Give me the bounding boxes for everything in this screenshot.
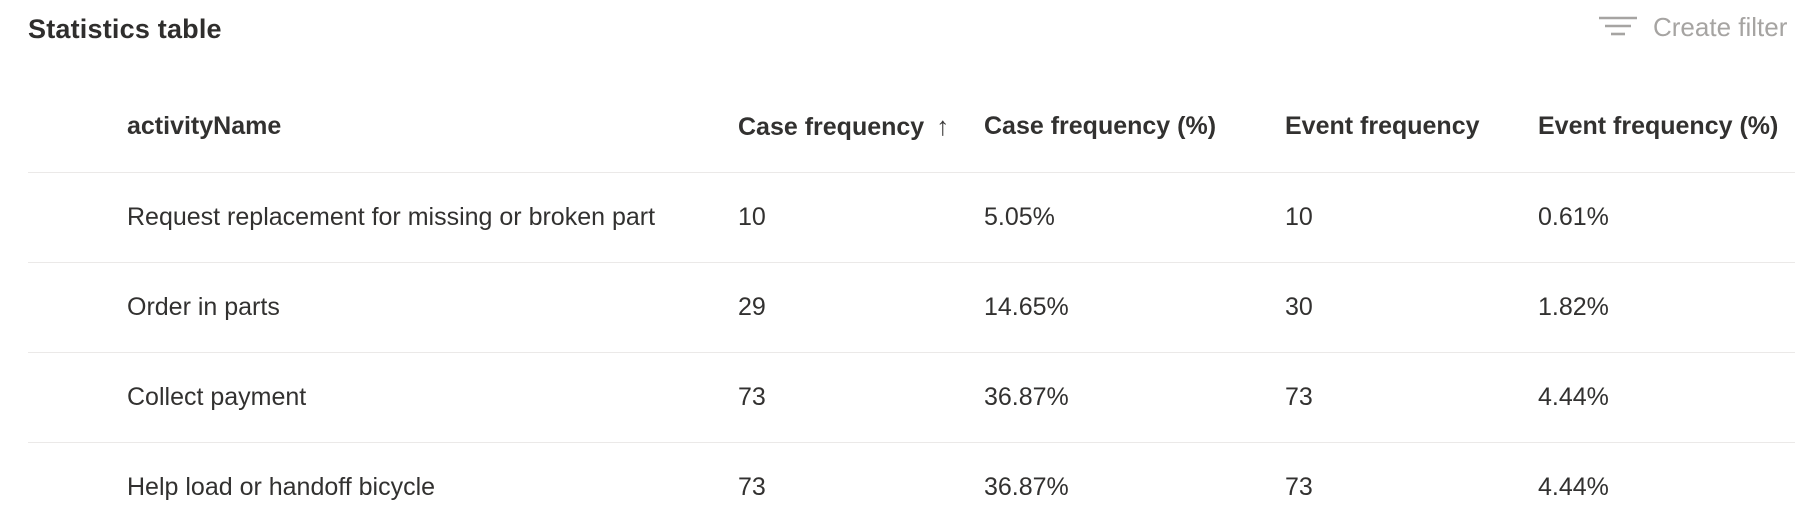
create-filter-label: Create filter <box>1653 12 1788 42</box>
create-filter-button[interactable]: Create filter <box>1598 12 1787 43</box>
cell-case-frequency: 73 <box>738 472 766 501</box>
table-row[interactable]: Help load or handoff bicycle 73 36.87% 7… <box>28 442 1795 526</box>
column-header-label: Event frequency <box>1285 112 1480 141</box>
statistics-table: activityName Case frequency ↑ Case freque… <box>28 82 1795 526</box>
table-row[interactable]: Collect payment 73 36.87% 73 4.44% <box>28 352 1795 442</box>
cell-event-frequency: 30 <box>1285 292 1313 321</box>
cell-activity-name: Collect payment <box>127 382 307 411</box>
column-header-label: activityName <box>127 112 282 141</box>
column-header-label: Event frequency (%) <box>1538 112 1779 141</box>
column-header-case-frequency-pct[interactable]: Case frequency (%) <box>984 82 1285 173</box>
cell-case-frequency: 73 <box>738 382 766 411</box>
page-title: Statistics table <box>28 14 222 44</box>
cell-case-frequency: 29 <box>738 292 766 321</box>
cell-case-frequency-pct: 14.65% <box>984 292 1069 321</box>
cell-case-frequency-pct: 5.05% <box>984 202 1055 231</box>
cell-event-frequency-pct: 0.61% <box>1538 202 1609 231</box>
cell-activity-name: Help load or handoff bicycle <box>127 472 436 501</box>
cell-case-frequency: 10 <box>738 202 766 231</box>
column-header-event-frequency[interactable]: Event frequency <box>1285 82 1538 173</box>
table-row[interactable]: Request replacement for missing or broke… <box>28 172 1795 262</box>
sort-ascending-icon: ↑ <box>936 111 950 142</box>
cell-event-frequency: 73 <box>1285 382 1313 411</box>
column-header-event-frequency-pct[interactable]: Event frequency (%) <box>1538 82 1795 173</box>
cell-activity-name: Order in parts <box>127 292 280 321</box>
column-header-label: Case frequency (%) <box>984 112 1217 141</box>
column-header-label: Case frequency <box>738 113 925 142</box>
cell-event-frequency-pct: 1.82% <box>1538 292 1609 321</box>
column-header-case-frequency[interactable]: Case frequency ↑ <box>738 82 984 173</box>
cell-event-frequency-pct: 4.44% <box>1538 472 1609 501</box>
cell-event-frequency: 10 <box>1285 202 1313 231</box>
column-header-activity-name[interactable]: activityName <box>28 82 738 173</box>
cell-event-frequency-pct: 4.44% <box>1538 382 1609 411</box>
cell-event-frequency: 73 <box>1285 472 1313 501</box>
table-row[interactable]: Order in parts 29 14.65% 30 1.82% <box>28 262 1795 352</box>
header-row: activityName Case frequency ↑ Case freque… <box>28 82 1795 173</box>
cell-case-frequency-pct: 36.87% <box>984 472 1069 501</box>
cell-case-frequency-pct: 36.87% <box>984 382 1069 411</box>
cell-activity-name: Request replacement for missing or broke… <box>127 202 656 231</box>
filter-lines-icon <box>1598 15 1638 40</box>
